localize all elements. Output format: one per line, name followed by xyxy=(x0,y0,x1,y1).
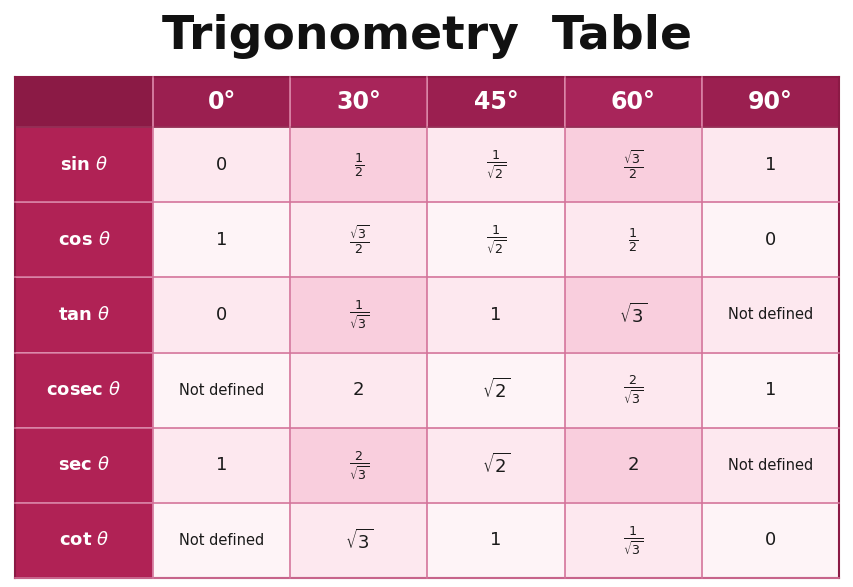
Text: cosec $\mathit{\theta}$: cosec $\mathit{\theta}$ xyxy=(46,381,122,399)
Text: 1: 1 xyxy=(216,456,227,474)
FancyBboxPatch shape xyxy=(427,278,564,352)
Text: Not defined: Not defined xyxy=(727,458,812,473)
Text: $\frac{2}{\sqrt{3}}$: $\frac{2}{\sqrt{3}}$ xyxy=(622,374,642,406)
Text: Not defined: Not defined xyxy=(179,383,264,397)
FancyBboxPatch shape xyxy=(565,353,700,427)
Text: 1: 1 xyxy=(490,306,501,324)
Text: 45°: 45° xyxy=(473,90,518,114)
FancyBboxPatch shape xyxy=(290,77,426,127)
Text: 30°: 30° xyxy=(336,90,380,114)
FancyBboxPatch shape xyxy=(290,428,426,502)
FancyBboxPatch shape xyxy=(427,203,564,277)
FancyBboxPatch shape xyxy=(15,127,153,202)
Text: $\frac{1}{\sqrt{2}}$: $\frac{1}{\sqrt{2}}$ xyxy=(485,149,506,181)
Text: $\frac{1}{\sqrt{3}}$: $\frac{1}{\sqrt{3}}$ xyxy=(622,524,642,557)
Text: $\frac{1}{\sqrt{3}}$: $\frac{1}{\sqrt{3}}$ xyxy=(348,299,368,331)
FancyBboxPatch shape xyxy=(565,428,700,502)
FancyBboxPatch shape xyxy=(8,8,845,579)
Text: 2: 2 xyxy=(352,381,364,399)
FancyBboxPatch shape xyxy=(290,353,426,427)
FancyBboxPatch shape xyxy=(701,503,838,578)
FancyBboxPatch shape xyxy=(15,203,153,277)
Text: $\frac{\sqrt{3}}{2}$: $\frac{\sqrt{3}}{2}$ xyxy=(348,223,368,256)
FancyBboxPatch shape xyxy=(15,503,153,578)
FancyBboxPatch shape xyxy=(701,77,838,127)
FancyBboxPatch shape xyxy=(154,353,289,427)
Text: 1: 1 xyxy=(216,231,227,249)
FancyBboxPatch shape xyxy=(565,77,700,127)
FancyBboxPatch shape xyxy=(701,203,838,277)
Text: Trigonometry  Table: Trigonometry Table xyxy=(162,14,691,59)
Text: sec $\mathit{\theta}$: sec $\mathit{\theta}$ xyxy=(58,456,110,474)
Text: 2: 2 xyxy=(627,456,638,474)
Text: 1: 1 xyxy=(763,381,775,399)
Text: 1: 1 xyxy=(490,531,501,549)
Text: cot $\mathit{\theta}$: cot $\mathit{\theta}$ xyxy=(59,531,109,549)
FancyBboxPatch shape xyxy=(15,77,153,127)
FancyBboxPatch shape xyxy=(427,353,564,427)
FancyBboxPatch shape xyxy=(290,127,426,202)
FancyBboxPatch shape xyxy=(701,428,838,502)
Text: sin $\mathit{\theta}$: sin $\mathit{\theta}$ xyxy=(60,156,108,174)
Text: 60°: 60° xyxy=(610,90,655,114)
FancyBboxPatch shape xyxy=(565,203,700,277)
FancyBboxPatch shape xyxy=(427,77,564,127)
Text: $\frac{1}{2}$: $\frac{1}{2}$ xyxy=(353,151,363,178)
Text: $\sqrt{2}$: $\sqrt{2}$ xyxy=(481,378,509,402)
Text: 0: 0 xyxy=(216,306,227,324)
FancyBboxPatch shape xyxy=(154,77,289,127)
FancyBboxPatch shape xyxy=(154,503,289,578)
FancyBboxPatch shape xyxy=(701,278,838,352)
FancyBboxPatch shape xyxy=(701,127,838,202)
FancyBboxPatch shape xyxy=(565,127,700,202)
FancyBboxPatch shape xyxy=(154,203,289,277)
FancyBboxPatch shape xyxy=(701,353,838,427)
FancyBboxPatch shape xyxy=(290,203,426,277)
Text: 0: 0 xyxy=(764,231,775,249)
FancyBboxPatch shape xyxy=(154,278,289,352)
Text: tan $\mathit{\theta}$: tan $\mathit{\theta}$ xyxy=(58,306,110,324)
FancyBboxPatch shape xyxy=(15,428,153,502)
Text: $\frac{2}{\sqrt{3}}$: $\frac{2}{\sqrt{3}}$ xyxy=(348,449,368,481)
Text: 1: 1 xyxy=(763,156,775,174)
FancyBboxPatch shape xyxy=(154,428,289,502)
Text: 0: 0 xyxy=(216,156,227,174)
Text: $\sqrt{3}$: $\sqrt{3}$ xyxy=(345,528,373,552)
FancyBboxPatch shape xyxy=(565,278,700,352)
FancyBboxPatch shape xyxy=(427,503,564,578)
FancyBboxPatch shape xyxy=(565,503,700,578)
FancyBboxPatch shape xyxy=(15,353,153,427)
FancyBboxPatch shape xyxy=(15,278,153,352)
FancyBboxPatch shape xyxy=(154,127,289,202)
Text: $\frac{1}{2}$: $\frac{1}{2}$ xyxy=(628,226,637,254)
Text: $\sqrt{3}$: $\sqrt{3}$ xyxy=(618,303,647,327)
FancyBboxPatch shape xyxy=(290,278,426,352)
Text: $\sqrt{2}$: $\sqrt{2}$ xyxy=(481,453,509,477)
FancyBboxPatch shape xyxy=(427,428,564,502)
Text: $\frac{1}{\sqrt{2}}$: $\frac{1}{\sqrt{2}}$ xyxy=(485,224,506,256)
Text: 0°: 0° xyxy=(207,90,235,114)
Text: 0: 0 xyxy=(764,531,775,549)
Text: cos $\mathit{\theta}$: cos $\mathit{\theta}$ xyxy=(58,231,110,249)
Text: Not defined: Not defined xyxy=(179,533,264,548)
Text: Not defined: Not defined xyxy=(727,308,812,322)
Text: $\frac{\sqrt{3}}{2}$: $\frac{\sqrt{3}}{2}$ xyxy=(622,148,642,181)
FancyBboxPatch shape xyxy=(427,127,564,202)
Text: 90°: 90° xyxy=(747,90,792,114)
FancyBboxPatch shape xyxy=(290,503,426,578)
